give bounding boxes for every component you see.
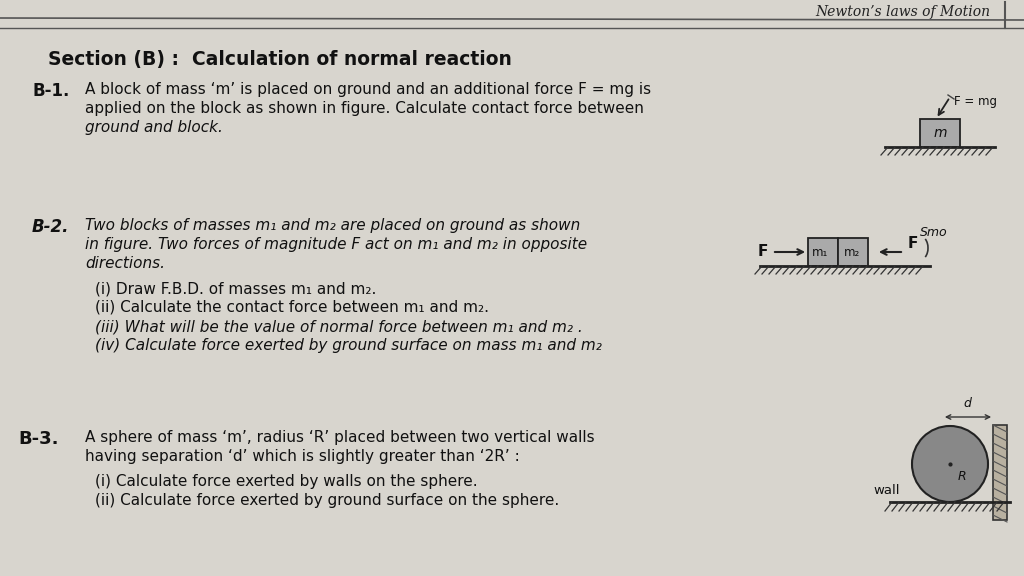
Bar	[993, 425, 1007, 520]
Text: (iv) Calculate force exerted by ground surface on mass m₁ and m₂: (iv) Calculate force exerted by ground s…	[95, 338, 602, 353]
Text: F: F	[908, 237, 919, 252]
Text: Two blocks of masses m₁ and m₂ are placed on ground as shown: Two blocks of masses m₁ and m₂ are place…	[85, 218, 581, 233]
Text: B-1.: B-1.	[32, 82, 70, 100]
Text: directions.: directions.	[85, 256, 165, 271]
Text: (i) Calculate force exerted by walls on the sphere.: (i) Calculate force exerted by walls on …	[95, 474, 477, 489]
Text: m₂: m₂	[844, 245, 860, 259]
Text: (iii) What will be the value of normal force between m₁ and m₂ .: (iii) What will be the value of normal f…	[95, 319, 583, 334]
Text: in figure. Two forces of magnitude F act on m₁ and m₂ in opposite: in figure. Two forces of magnitude F act…	[85, 237, 587, 252]
Text: A sphere of mass ‘m’, radius ‘R’ placed between two vertical walls: A sphere of mass ‘m’, radius ‘R’ placed …	[85, 430, 595, 445]
Text: wall: wall	[873, 483, 900, 497]
Text: d: d	[963, 397, 971, 410]
Text: (ii) Calculate force exerted by ground surface on the sphere.: (ii) Calculate force exerted by ground s…	[95, 493, 559, 508]
Text: applied on the block as shown in figure. Calculate contact force between: applied on the block as shown in figure.…	[85, 101, 644, 116]
Bar	[838, 238, 868, 266]
Text: m₁: m₁	[812, 245, 828, 259]
Text: Newton’s laws of Motion: Newton’s laws of Motion	[815, 5, 990, 19]
Text: Smo: Smo	[920, 225, 947, 238]
Text: (i) Draw F.B.D. of masses m₁ and m₂.: (i) Draw F.B.D. of masses m₁ and m₂.	[95, 281, 377, 296]
Bar	[920, 119, 961, 147]
Text: (ii) Calculate the contact force between m₁ and m₂.: (ii) Calculate the contact force between…	[95, 300, 489, 315]
Text: F: F	[758, 244, 768, 260]
Text: Section (B) :  Calculation of normal reaction: Section (B) : Calculation of normal reac…	[48, 51, 512, 70]
Text: A block of mass ‘m’ is placed on ground and an additional force F = mg is: A block of mass ‘m’ is placed on ground …	[85, 82, 651, 97]
Text: having separation ‘d’ which is slightly greater than ‘2R’ :: having separation ‘d’ which is slightly …	[85, 449, 520, 464]
Text: F = mg: F = mg	[954, 94, 997, 108]
Text: R: R	[957, 469, 967, 483]
Text: B-3.: B-3.	[18, 430, 58, 448]
Text: B-2.: B-2.	[32, 218, 70, 236]
Text: ground and block.: ground and block.	[85, 120, 223, 135]
Bar	[808, 238, 838, 266]
Circle shape	[912, 426, 988, 502]
Text: m: m	[933, 126, 947, 140]
